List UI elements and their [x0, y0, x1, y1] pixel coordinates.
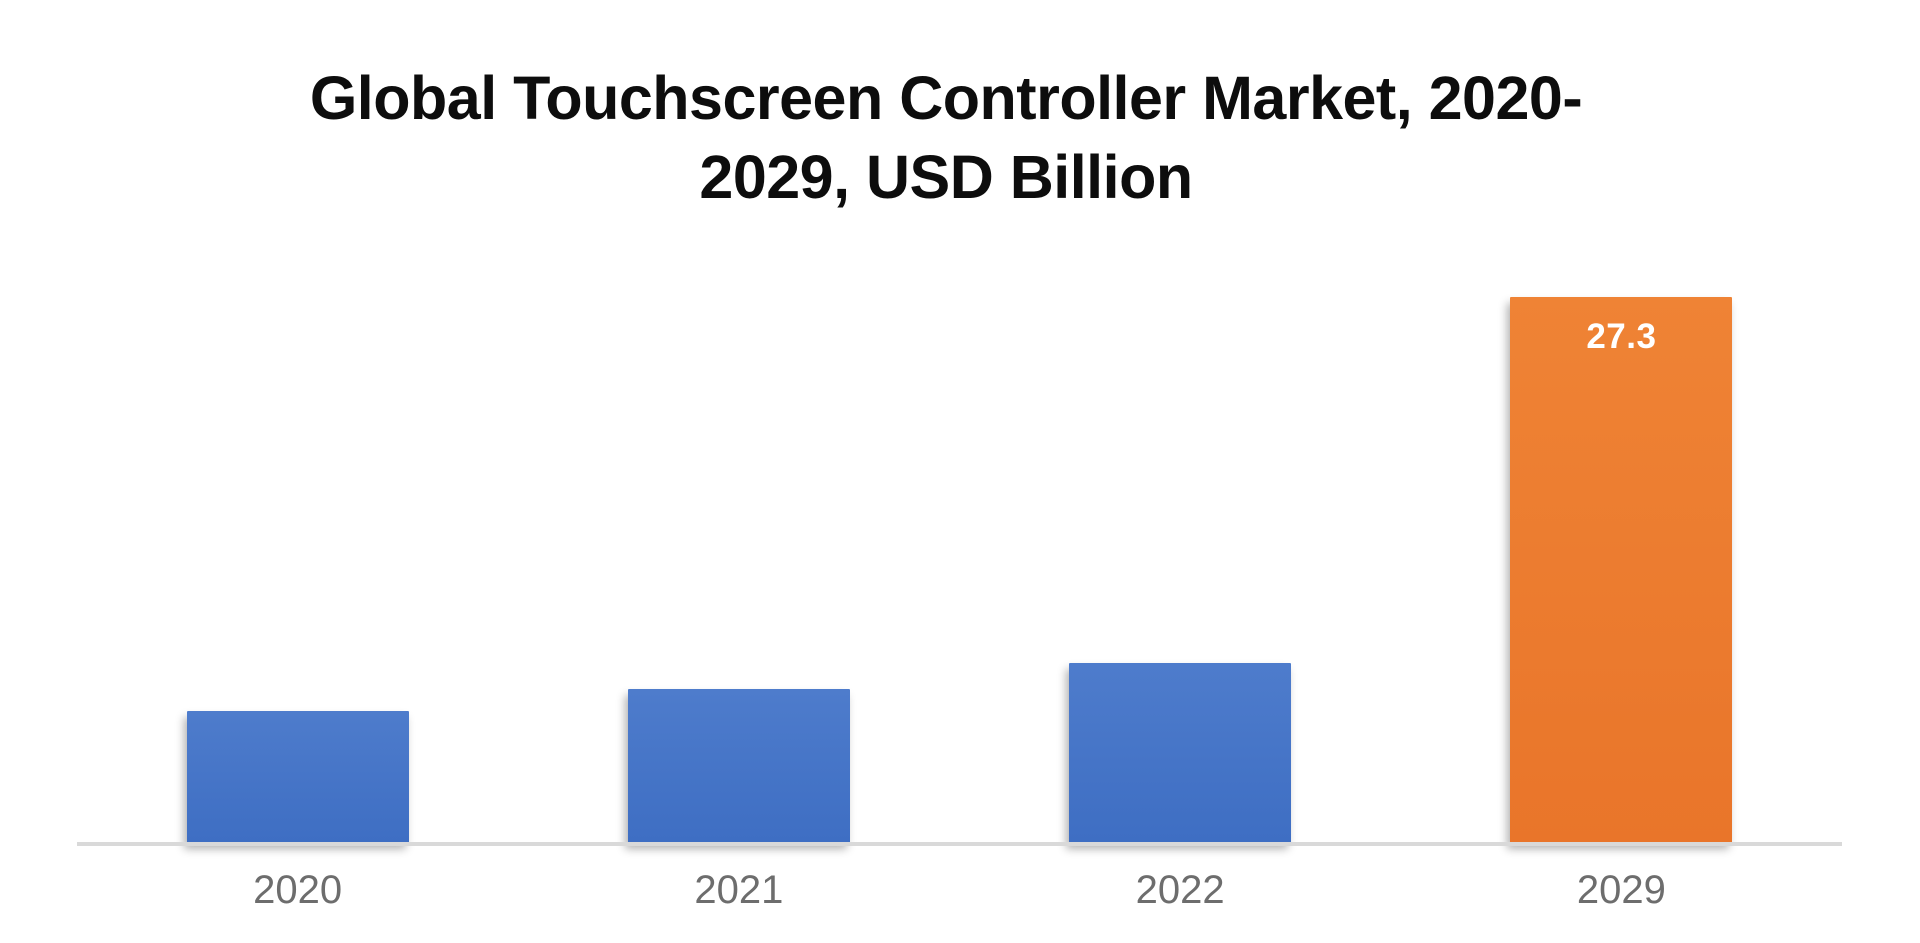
bar-value-label-2029: 27.3	[1586, 317, 1657, 356]
bar-column-2022	[960, 663, 1401, 843]
bar-2029: 27.3	[1510, 297, 1733, 843]
chart-title-line1: Global Touchscreen Controller Market, 20…	[309, 64, 1583, 132]
bar-column-2020	[77, 711, 518, 843]
x-axis-label-2022: 2022	[1135, 868, 1225, 912]
bars-row: 27.3	[77, 0, 1842, 843]
x-axis-label-2029: 2029	[1576, 868, 1666, 912]
bar-column-2029: 27.3	[1401, 297, 1842, 843]
x-axis-label-2020: 2020	[253, 868, 343, 912]
bar-2021	[627, 689, 850, 843]
bar-2020	[186, 711, 409, 843]
chart-title: Global Touchscreen Controller Market, 20…	[0, 59, 1892, 217]
x-axis-label-2021: 2021	[694, 868, 784, 912]
bar-column-2021	[518, 689, 959, 843]
x-axis-labels: 2020 2021 2022 2029	[77, 868, 1842, 913]
bar-2022	[1069, 663, 1292, 843]
x-axis-line	[77, 842, 1842, 846]
chart-title-line2: 2029, USD Billion	[699, 143, 1193, 211]
plot-area: 27.3 2020 2021 2022 2029	[77, 0, 1842, 943]
